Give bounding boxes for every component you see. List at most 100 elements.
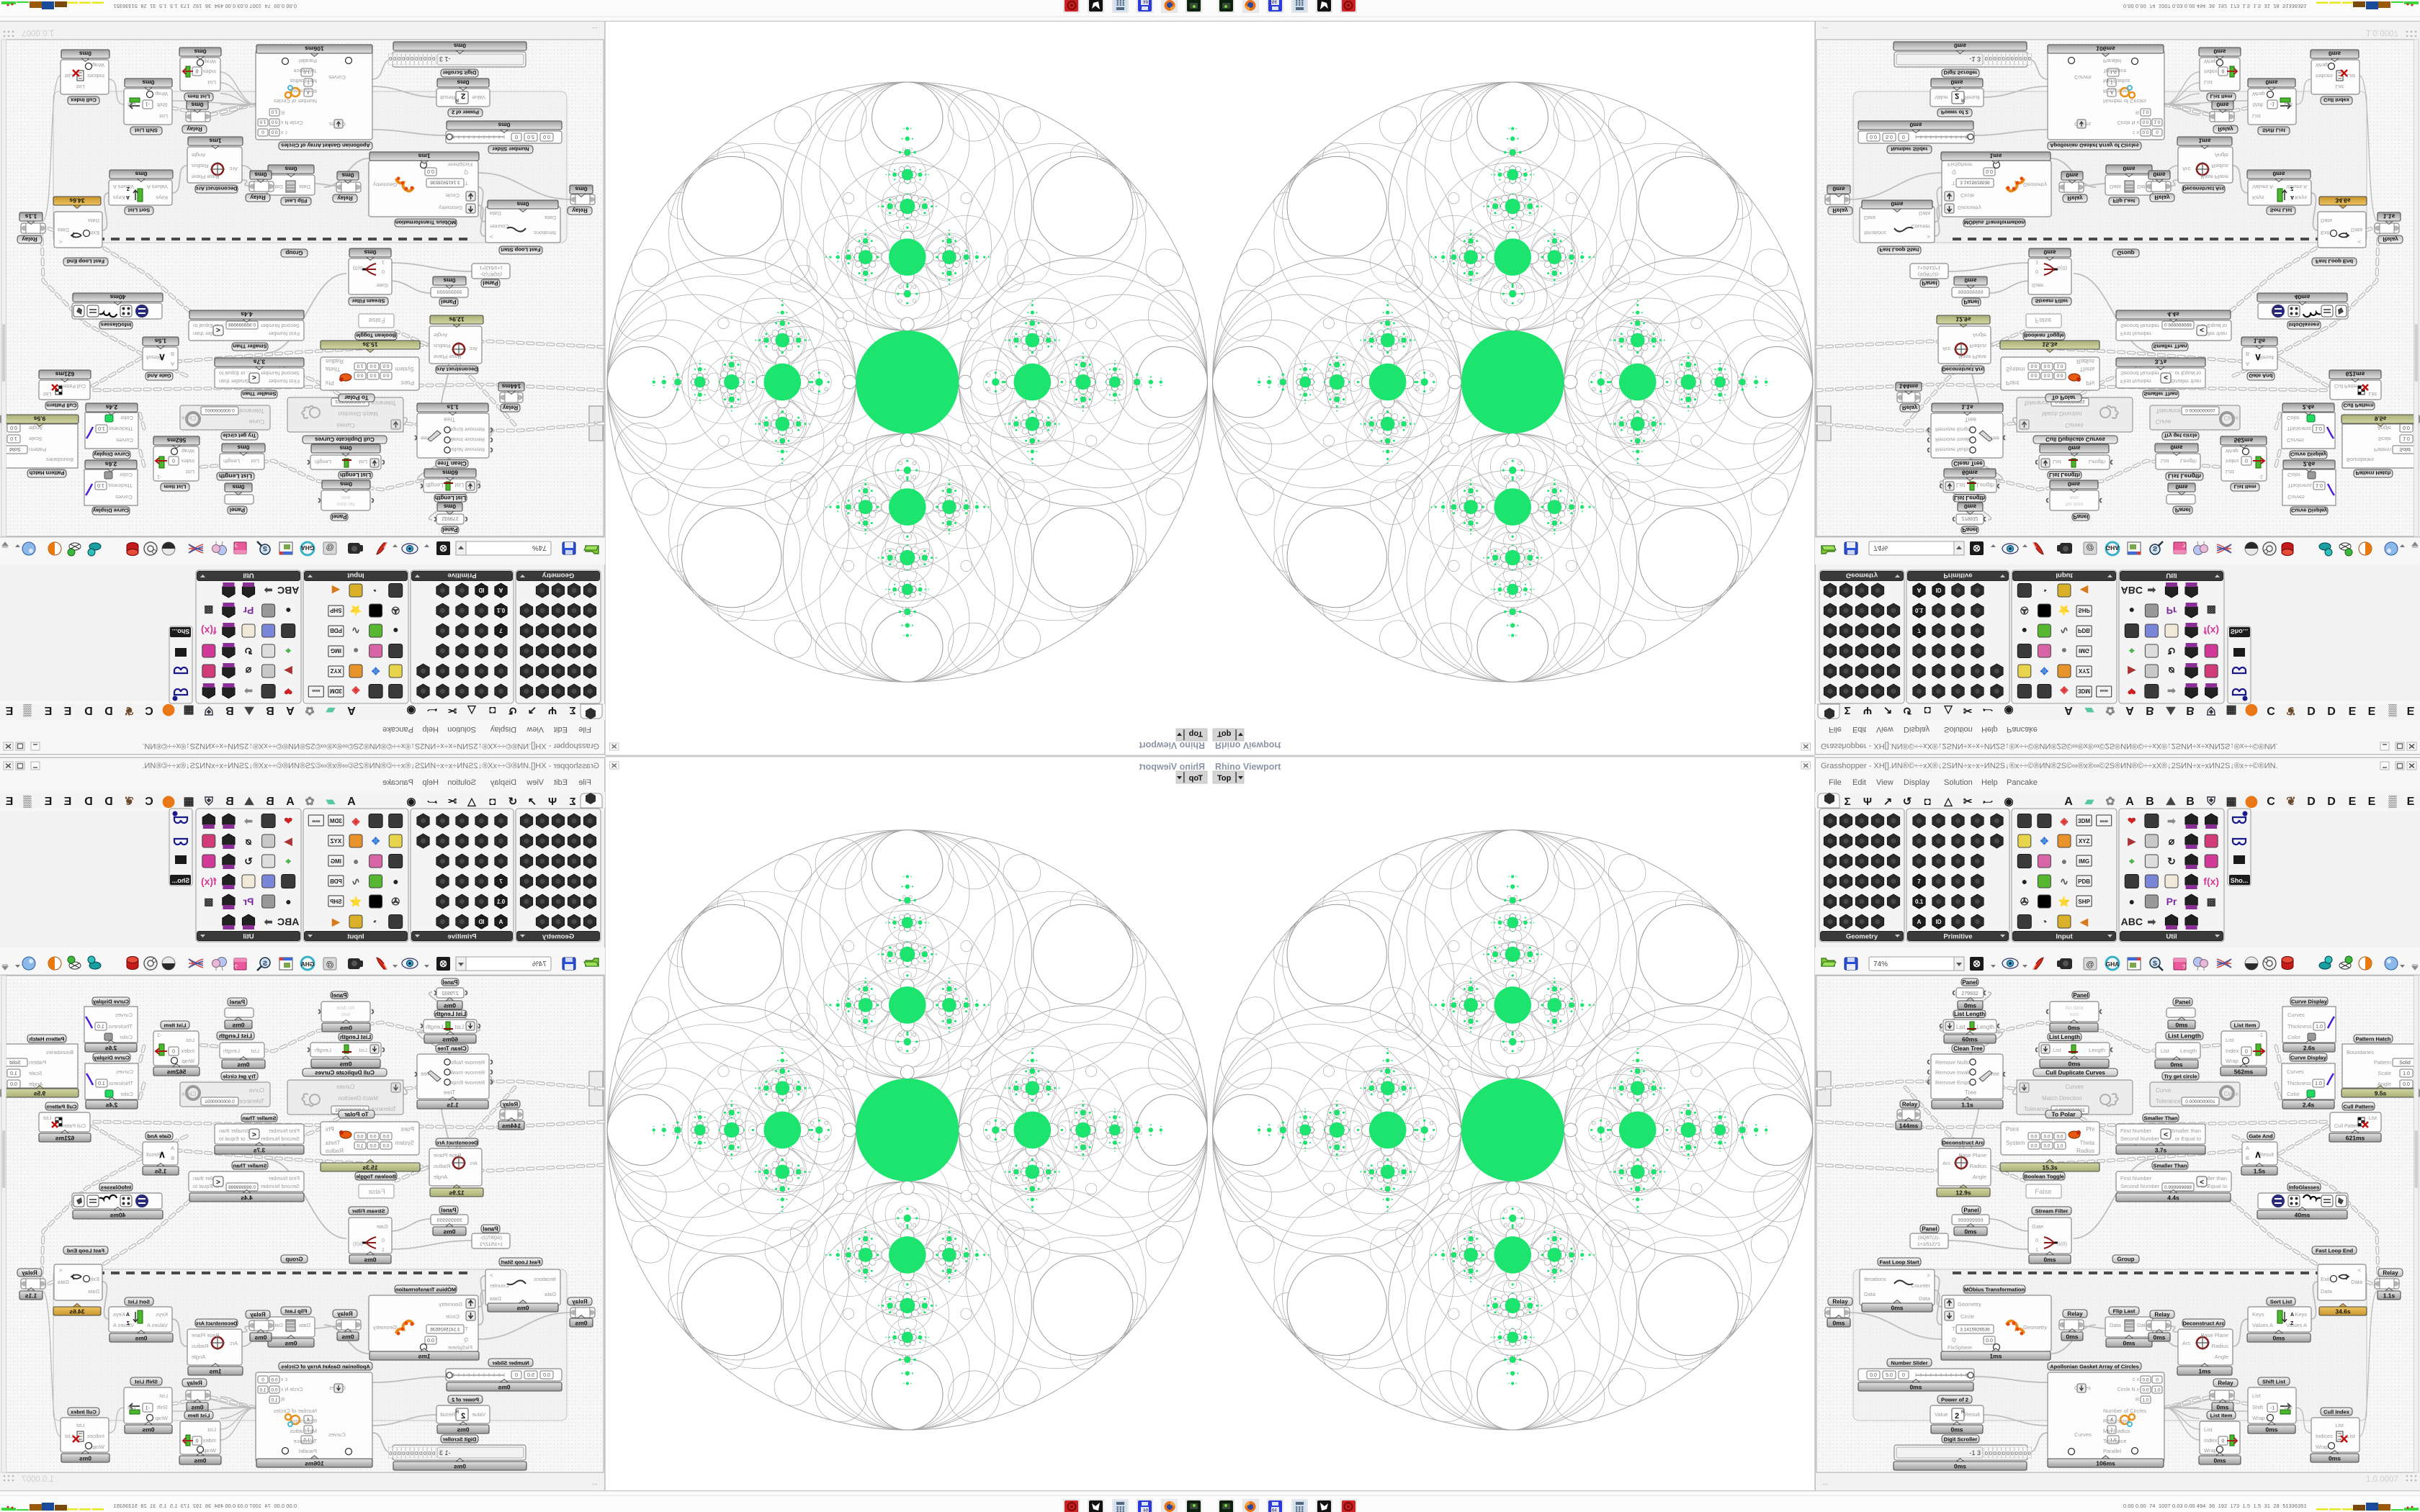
svg-text:2: 2 bbox=[1955, 1412, 1959, 1421]
svg-text:Thickness: Thickness bbox=[2287, 1023, 2312, 1030]
svg-text:Tolerance: Tolerance bbox=[2024, 1106, 2049, 1112]
svg-text:Solid: Solid bbox=[2399, 1061, 2411, 1066]
svg-text:9.5s: 9.5s bbox=[2375, 1090, 2387, 1097]
svg-text:Number of Circles: Number of Circles bbox=[2103, 1408, 2146, 1414]
svg-text:S(0): S(0) bbox=[2057, 1241, 2068, 1247]
svg-text:Z: Z bbox=[2290, 1321, 2294, 1326]
svg-text:A: A bbox=[1917, 919, 1922, 925]
svg-text:∧: ∧ bbox=[2254, 1148, 2262, 1160]
svg-text:0ms: 0ms bbox=[2329, 1455, 2341, 1462]
svg-text:Shift: Shift bbox=[2252, 1404, 2264, 1410]
svg-text:Remove Invalid: Remove Invalid bbox=[1935, 1069, 1973, 1076]
svg-text:↻: ↻ bbox=[2167, 855, 2176, 867]
svg-text:0ms: 0ms bbox=[2123, 1340, 2135, 1347]
svg-text:1.0: 1.0 bbox=[2403, 1071, 2410, 1076]
svg-text:MÖbius Transformation: MÖbius Transformation bbox=[1964, 1287, 2025, 1293]
svg-text:0ms: 0ms bbox=[1832, 1320, 1845, 1327]
svg-text:Relay: Relay bbox=[1832, 1299, 1848, 1305]
svg-text:Tree: Tree bbox=[1965, 1089, 1977, 1096]
svg-text:Σ: Σ bbox=[1844, 796, 1850, 808]
svg-text:Curves: Curves bbox=[2065, 1084, 2083, 1090]
svg-text:Data: Data bbox=[1919, 1295, 1931, 1302]
svg-text:Tolerance: Tolerance bbox=[2156, 1098, 2181, 1104]
svg-text:T: T bbox=[1952, 1326, 1955, 1332]
svg-text:Fast Loop End: Fast Loop End bbox=[2316, 1248, 2353, 1254]
svg-text:0.0: 0.0 bbox=[1986, 1338, 1993, 1344]
svg-text:Flip Last: Flip Last bbox=[2113, 1308, 2136, 1315]
svg-text:Min Radius: Min Radius bbox=[2103, 1428, 2130, 1434]
svg-text:List: List bbox=[1956, 1024, 1966, 1030]
svg-text:✥: ✥ bbox=[2040, 835, 2049, 847]
svg-text:<: < bbox=[2200, 1179, 2204, 1187]
svg-text:Angle: Angle bbox=[2215, 1354, 2228, 1360]
svg-text:XYZ: XYZ bbox=[2079, 838, 2090, 845]
svg-text:0: 0 bbox=[1985, 1450, 1988, 1457]
svg-text:... or Equal to: ... or Equal to bbox=[2195, 1183, 2227, 1189]
svg-text:Relay: Relay bbox=[2154, 1312, 2170, 1318]
svg-text:279932: 279932 bbox=[1961, 991, 1978, 996]
svg-text:1.0.0007: 1.0.0007 bbox=[2366, 1475, 2398, 1484]
svg-text:Second Number: Second Number bbox=[2120, 1183, 2160, 1189]
svg-text:IMG: IMG bbox=[2079, 858, 2089, 865]
svg-text:0ms: 0ms bbox=[2068, 1061, 2080, 1068]
svg-text:34.6s: 34.6s bbox=[2335, 1308, 2351, 1315]
svg-text:Remove Empty: Remove Empty bbox=[1935, 1079, 1973, 1086]
svg-text:●: ● bbox=[2061, 855, 2067, 867]
svg-text:1.0: 1.0 bbox=[2154, 1388, 2160, 1393]
svg-text:0: 0 bbox=[2245, 1050, 2248, 1055]
svg-text:0ms: 0ms bbox=[2216, 1404, 2228, 1411]
svg-text:<: < bbox=[2164, 1131, 2168, 1139]
svg-text:...: ... bbox=[1822, 1479, 1828, 1487]
svg-text:✂: ✂ bbox=[1963, 796, 1973, 808]
svg-text:List: List bbox=[2252, 1392, 2262, 1399]
svg-text:0.0: 0.0 bbox=[2043, 1135, 2050, 1140]
svg-text:SHP: SHP bbox=[2078, 899, 2090, 905]
svg-text:1: 1 bbox=[2110, 1428, 2113, 1433]
svg-text:Pr: Pr bbox=[2166, 896, 2177, 907]
svg-text:Pattern Hatch: Pattern Hatch bbox=[2356, 1036, 2391, 1043]
svg-text:Second Number: Second Number bbox=[2120, 1135, 2160, 1142]
svg-text:Theta: Theta bbox=[2080, 1140, 2095, 1146]
svg-text:... or Equal to: ... or Equal to bbox=[2169, 1135, 2201, 1142]
svg-text:Arc: Arc bbox=[2182, 1340, 2191, 1346]
svg-text:Index: Index bbox=[2226, 1048, 2239, 1054]
svg-text:3DM: 3DM bbox=[2078, 818, 2090, 824]
svg-text:Circle: Circle bbox=[2224, 1091, 2239, 1097]
svg-text:◈: ◈ bbox=[2060, 815, 2069, 827]
svg-text:Panel: Panel bbox=[2175, 999, 2190, 1006]
svg-text:Exit: Exit bbox=[2321, 1276, 2330, 1282]
svg-text:0ms: 0ms bbox=[2068, 1025, 2080, 1032]
svg-text:Index: Index bbox=[2204, 1437, 2218, 1444]
svg-text:Recursions: Recursions bbox=[2103, 1418, 2130, 1424]
svg-text:A: A bbox=[2246, 1145, 2249, 1151]
svg-text:Radius: Radius bbox=[1970, 1163, 1987, 1169]
svg-text:1.1s: 1.1s bbox=[1961, 1102, 1973, 1109]
svg-text:0ms: 0ms bbox=[1891, 1305, 1903, 1312]
svg-text:4.4s: 4.4s bbox=[2167, 1194, 2179, 1202]
svg-text:621ms: 621ms bbox=[2346, 1135, 2365, 1142]
svg-text:Geometry: Geometry bbox=[1846, 933, 1878, 941]
svg-text:-1 3: -1 3 bbox=[1969, 1449, 1981, 1457]
svg-text:File: File bbox=[1829, 778, 1842, 787]
svg-text:B: B bbox=[2146, 796, 2154, 808]
svg-text:Curve Display: Curve Display bbox=[2291, 999, 2328, 1005]
svg-text:0: 0 bbox=[1989, 1450, 1992, 1457]
svg-text:1+1/512)*1: 1+1/512)*1 bbox=[1917, 1242, 1940, 1247]
svg-text:List: List bbox=[2204, 1426, 2213, 1433]
svg-text:●: ● bbox=[2129, 896, 2135, 907]
svg-text:Panel: Panel bbox=[1922, 1226, 1937, 1233]
svg-text:GHA: GHA bbox=[2106, 960, 2120, 968]
svg-text:◀: ◀ bbox=[2079, 916, 2088, 927]
svg-text:▩: ▩ bbox=[2207, 896, 2216, 907]
svg-text:Curve Display: Curve Display bbox=[2290, 1055, 2327, 1061]
svg-text:Gate: Gate bbox=[2032, 1223, 2043, 1230]
svg-text:Tolerance: Tolerance bbox=[2103, 1438, 2127, 1444]
svg-text:Color: Color bbox=[2287, 1091, 2300, 1097]
svg-text:▶: ▶ bbox=[2127, 835, 2136, 847]
svg-text:f(x): f(x) bbox=[2203, 876, 2219, 887]
svg-text:562ms: 562ms bbox=[2234, 1068, 2254, 1076]
svg-text:△: △ bbox=[1943, 796, 1953, 808]
svg-text:5.0: 5.0 bbox=[1886, 1373, 1893, 1378]
svg-text:0.00 0.00 74 1007 0.03 0.00: 0.00 0.00 74 1007 0.03 0.00 494 36 192 1… bbox=[2123, 1503, 2307, 1509]
svg-text:0ms: 0ms bbox=[2175, 1022, 2187, 1029]
